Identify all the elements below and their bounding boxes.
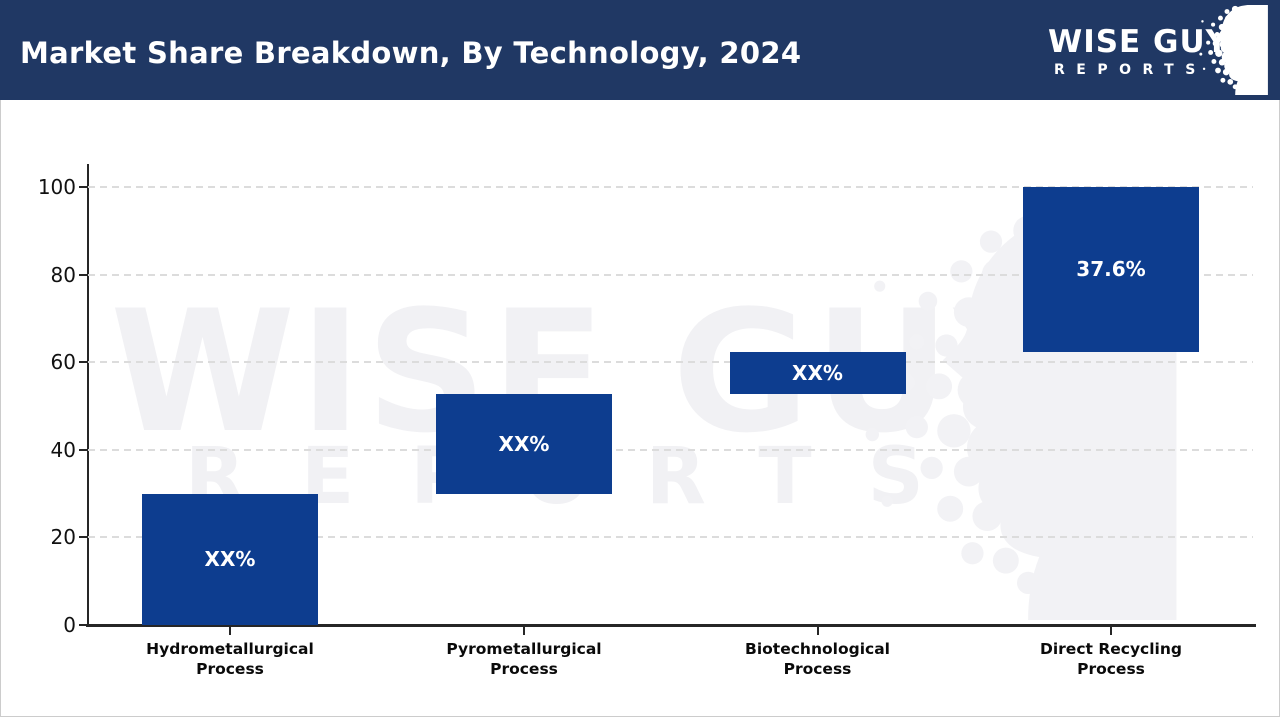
x-category-label: Hydrometallurgical Process [146, 640, 314, 678]
x-category-label: Biotechnological Process [745, 640, 890, 678]
x-category-label: Direct Recycling Process [1039, 640, 1182, 678]
bar-segment [729, 351, 906, 394]
gridline-40 [88, 448, 1253, 451]
bar-segment [142, 493, 318, 625]
y-tick-mark [79, 536, 87, 539]
wise-guy-reports-logo: WISE GUY REPORTS [1010, 0, 1270, 100]
bar-segment [436, 393, 612, 494]
x-tick-mark [816, 627, 819, 635]
gridline-20 [88, 536, 1253, 539]
y-axis-spine [87, 164, 89, 626]
y-tick-label: 100 [37, 175, 76, 199]
bar-segment [1023, 187, 1199, 352]
x-tick-mark [229, 627, 231, 635]
gridline-100 [88, 186, 1253, 188]
bar-value-label: XX% [204, 547, 256, 572]
y-tick-mark [79, 361, 87, 364]
gridline-60 [88, 361, 1253, 364]
logo-reports-text: REPORTS [1054, 62, 1207, 78]
y-tick-label: 20 [50, 525, 76, 550]
page-title: Market Share Breakdown, By Technology, 2… [20, 36, 802, 70]
y-tick-mark [79, 624, 87, 626]
x-tick-mark [523, 627, 525, 635]
y-tick-mark [79, 273, 87, 276]
x-axis-spine [86, 624, 1256, 627]
y-tick-label: 40 [50, 437, 76, 462]
bar-value-label: XX% [792, 360, 843, 385]
x-category-label: Pyrometallurgical Process [446, 640, 602, 678]
gridline-80 [88, 273, 1253, 276]
logo-wordmark: WISE GUY [1048, 24, 1230, 60]
y-tick-mark [79, 448, 87, 451]
header-bar: Market Share Breakdown, By Technology, 2… [0, 0, 1280, 100]
y-tick-label: 80 [50, 262, 76, 287]
y-tick-label: 0 [63, 613, 76, 637]
logo-head-icon [1197, 5, 1268, 95]
bar-value-label: XX% [498, 431, 550, 456]
bar-value-label: 37.6% [1076, 257, 1146, 282]
y-tick-mark [79, 186, 87, 188]
x-tick-mark [1110, 627, 1112, 635]
y-tick-label: 60 [50, 350, 76, 375]
